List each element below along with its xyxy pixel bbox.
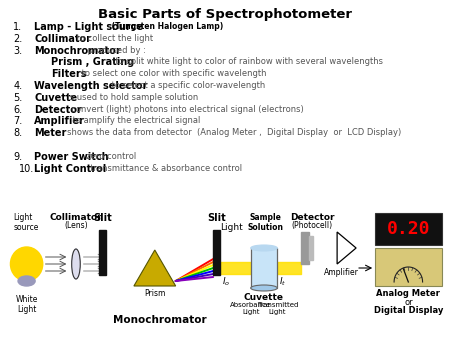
Text: Cuvette: Cuvette xyxy=(244,293,284,302)
Text: Light
source: Light source xyxy=(13,213,39,233)
Text: :to split white light to color of rainbow with several wavelengths: :to split white light to color of rainbo… xyxy=(110,58,383,66)
Text: Lamp - Light source: Lamp - Light source xyxy=(34,22,143,32)
Bar xyxy=(375,213,442,245)
Ellipse shape xyxy=(72,249,80,279)
Text: zero control: zero control xyxy=(82,152,137,161)
Text: White
Light: White Light xyxy=(15,295,38,315)
Text: Light: Light xyxy=(220,223,243,232)
Text: Amplifier: Amplifier xyxy=(34,116,85,126)
Text: 7.: 7. xyxy=(13,116,23,126)
Text: Absorbance
Light: Absorbance Light xyxy=(230,302,271,315)
Text: 3.: 3. xyxy=(13,45,22,56)
Text: Cuvette: Cuvette xyxy=(34,93,77,103)
Text: Slit: Slit xyxy=(93,213,112,223)
Text: (Lens): (Lens) xyxy=(64,221,88,230)
Text: to collect the light: to collect the light xyxy=(73,34,153,43)
Text: 2.: 2. xyxy=(13,34,23,44)
Text: produced by :: produced by : xyxy=(85,45,146,55)
Text: to select a specific color-wavelength: to select a specific color-wavelength xyxy=(109,81,265,90)
Text: (Tungsten Halogen Lamp): (Tungsten Halogen Lamp) xyxy=(109,22,223,31)
Text: 5.: 5. xyxy=(13,93,23,103)
Bar xyxy=(99,230,106,275)
Text: Amplifier: Amplifier xyxy=(324,268,359,277)
Text: Detector: Detector xyxy=(34,105,82,115)
Text: Transmitted
Light: Transmitted Light xyxy=(256,302,298,315)
Bar xyxy=(301,232,309,264)
Text: Slit: Slit xyxy=(207,213,226,223)
Text: Detector: Detector xyxy=(290,213,335,222)
Circle shape xyxy=(10,247,43,281)
Text: 1.: 1. xyxy=(13,22,22,32)
Polygon shape xyxy=(337,232,356,264)
Bar xyxy=(309,236,313,260)
Polygon shape xyxy=(134,250,176,286)
Text: 4.: 4. xyxy=(13,81,22,91)
Bar xyxy=(251,248,277,288)
Bar xyxy=(375,248,442,286)
Text: 9.: 9. xyxy=(13,152,22,162)
Text: Meter: Meter xyxy=(34,128,66,138)
Text: convert (light) photons into electrical signal (electrons): convert (light) photons into electrical … xyxy=(66,105,303,114)
Bar xyxy=(213,230,220,275)
Text: 6.: 6. xyxy=(13,105,22,115)
Text: 0.20: 0.20 xyxy=(387,220,430,238)
Text: to amplify the electrical signal: to amplify the electrical signal xyxy=(70,116,200,125)
Text: Digital Display: Digital Display xyxy=(374,306,443,315)
Text: Wavelength selector: Wavelength selector xyxy=(34,81,147,91)
Text: 10.: 10. xyxy=(19,164,34,174)
Text: Prism , Grating: Prism , Grating xyxy=(51,58,135,67)
Text: Basic Parts of Spectrophotometer: Basic Parts of Spectrophotometer xyxy=(98,8,352,21)
Text: shows the data from detector  (Analog Meter ,  Digital Display  or  LCD Display): shows the data from detector (Analog Met… xyxy=(54,128,401,137)
Text: Collimator: Collimator xyxy=(50,213,102,222)
Text: $I_t$: $I_t$ xyxy=(279,276,287,289)
Text: or: or xyxy=(404,298,413,307)
Text: to select one color with specific wavelength: to select one color with specific wavele… xyxy=(79,69,266,78)
Text: Monochromator: Monochromator xyxy=(34,45,121,56)
Text: Light Control: Light Control xyxy=(34,164,107,174)
Text: Collimator: Collimator xyxy=(34,34,91,44)
Text: 8.: 8. xyxy=(13,128,22,138)
Ellipse shape xyxy=(18,276,35,286)
Text: Power Switch: Power Switch xyxy=(34,152,109,162)
Text: transmittance & absorbance control: transmittance & absorbance control xyxy=(85,164,243,173)
Ellipse shape xyxy=(251,285,277,291)
Text: Monochromator: Monochromator xyxy=(113,315,206,325)
Text: Prism: Prism xyxy=(144,289,165,298)
Text: $I_o$: $I_o$ xyxy=(222,276,230,289)
Text: (Photocell): (Photocell) xyxy=(292,221,333,230)
Text: Analog Meter: Analog Meter xyxy=(376,289,440,298)
Ellipse shape xyxy=(251,245,277,251)
Text: Filters: Filters xyxy=(51,69,87,79)
Text: Sample
Solution: Sample Solution xyxy=(248,213,284,233)
Text: Is used to hold sample solution: Is used to hold sample solution xyxy=(62,93,198,102)
